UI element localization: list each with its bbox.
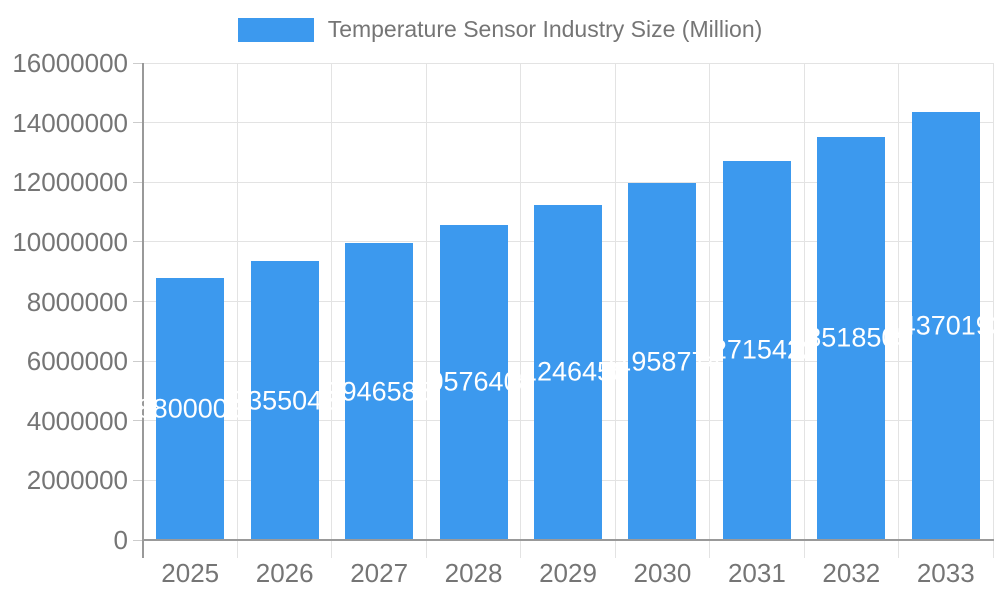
y-tick-label: 10000000 — [12, 226, 128, 257]
bar[interactable] — [250, 261, 319, 540]
y-tick-label: 6000000 — [26, 346, 128, 377]
bar[interactable] — [628, 183, 697, 540]
x-tick-label: 2032 — [822, 558, 881, 588]
x-tick-label: 2030 — [633, 558, 692, 588]
bar-value-label: 13518505 — [791, 322, 912, 353]
v-gridline — [803, 63, 805, 558]
y-tick-label: 2000000 — [26, 465, 128, 496]
y-tick-mark — [133, 479, 143, 481]
v-gridline — [898, 63, 900, 558]
x-tick-label: 2033 — [916, 558, 975, 588]
y-tick-mark — [133, 420, 143, 422]
h-gridline — [143, 181, 993, 183]
bar[interactable] — [345, 243, 414, 540]
bar[interactable] — [722, 160, 791, 540]
bar-value-label: 12715422 — [696, 334, 817, 365]
v-gridline — [709, 63, 711, 558]
y-tick-mark — [133, 122, 143, 124]
y-tick-label: 8000000 — [26, 286, 128, 317]
bar[interactable] — [156, 277, 225, 540]
x-tick-label: 2029 — [539, 558, 597, 588]
bar[interactable] — [534, 204, 602, 540]
x-tick-label: 2027 — [350, 558, 409, 588]
y-tick-mark — [133, 181, 143, 183]
bar[interactable] — [439, 224, 508, 540]
y-tick-mark — [133, 62, 143, 64]
v-gridline — [614, 63, 616, 558]
y-tick-mark — [133, 360, 143, 362]
legend-swatch-icon — [237, 17, 314, 42]
bar-value-label: 11246450 — [508, 356, 628, 387]
y-tick-mark — [133, 241, 143, 243]
legend: Temperature Sensor Industry Size (Millio… — [0, 16, 1000, 43]
bar-value-label: 10576408 — [413, 366, 534, 397]
bar[interactable] — [911, 111, 980, 540]
y-tick-label: 14000000 — [12, 107, 128, 138]
legend-item[interactable]: Temperature Sensor Industry Size (Millio… — [237, 16, 763, 43]
y-tick-label: 4000000 — [26, 405, 128, 436]
y-tick-label: 0 — [113, 525, 128, 555]
y-tick-mark — [133, 539, 143, 541]
v-gridline — [992, 63, 994, 558]
x-axis-line — [143, 539, 994, 541]
v-gridline — [331, 63, 333, 558]
h-gridline — [143, 62, 993, 64]
h-gridline — [143, 122, 993, 124]
x-tick-label: 2025 — [161, 558, 220, 588]
y-axis-line — [142, 63, 144, 558]
v-gridline — [520, 63, 522, 558]
bar-value-label: 14370193 — [885, 310, 1000, 341]
bar-value-label: 11958774 — [603, 346, 722, 377]
y-tick-label: 12000000 — [12, 167, 128, 198]
bar[interactable] — [817, 136, 886, 540]
plot-area: 0 2000000 4000000 6000000 8000000 10000000 120… — [12, 49, 1000, 588]
x-tick-label: 2026 — [255, 558, 314, 588]
bar-value-label: 8800000 — [137, 393, 243, 424]
bar-value-label: 9355043 — [232, 385, 338, 416]
y-tick-label: 16000000 — [12, 48, 128, 78]
x-tick-label: 2028 — [444, 558, 503, 588]
v-gridline — [425, 63, 427, 558]
v-gridline — [236, 63, 238, 558]
x-tick-label: 2031 — [727, 558, 786, 588]
legend-label: Temperature Sensor Industry Size (Millio… — [327, 16, 763, 42]
y-tick-mark — [133, 301, 143, 302]
bar-value-label: 9946585 — [326, 376, 432, 407]
